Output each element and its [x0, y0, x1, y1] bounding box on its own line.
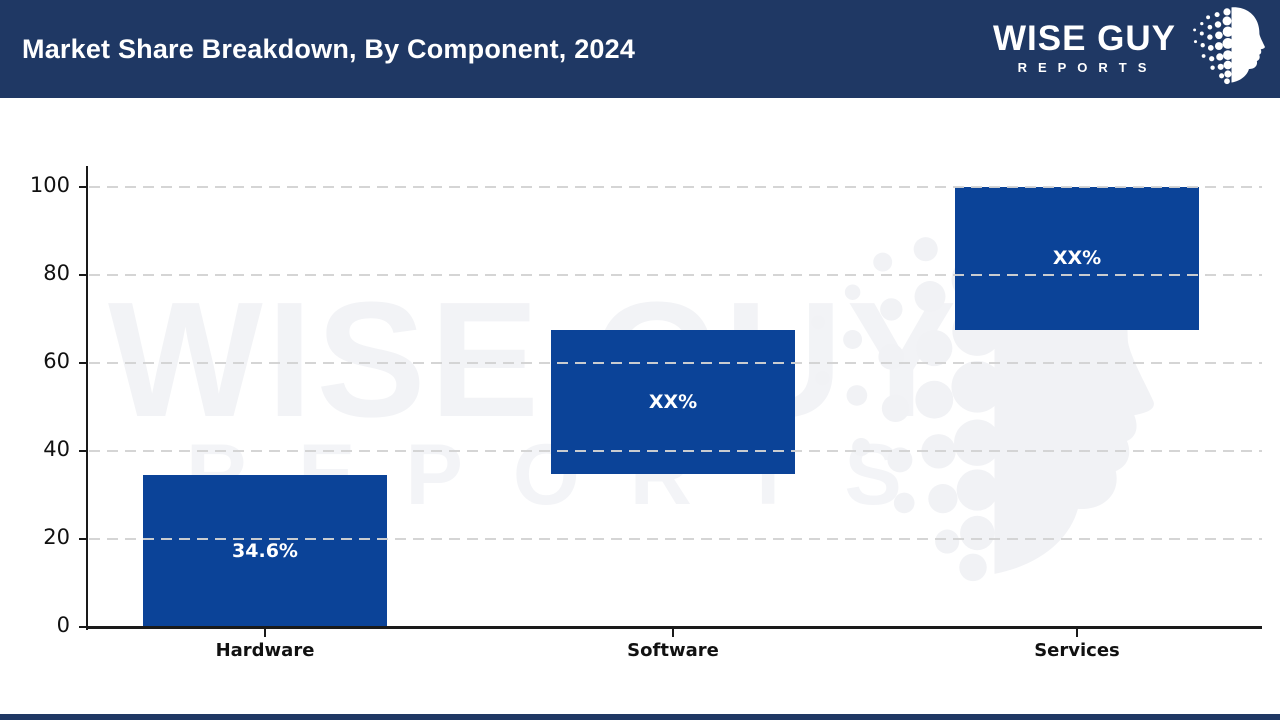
gridline-20 — [89, 538, 1262, 540]
bar-software — [551, 330, 795, 474]
y-tick-label-100: 100 — [29, 173, 70, 197]
x-tick-mark-services — [1076, 629, 1078, 637]
y-tick-label-20: 20 — [43, 525, 70, 549]
x-tick-mark-hardware — [264, 629, 266, 637]
brand-logo: WISE GUY REPORTS — [993, 4, 1272, 90]
y-axis — [86, 166, 88, 630]
bar-value-label-services: XX% — [1052, 247, 1102, 270]
y-tick-label-80: 80 — [43, 261, 70, 285]
y-tick-label-60: 60 — [43, 349, 70, 373]
brand-logo-text: WISE GUY REPORTS — [993, 19, 1176, 75]
x-tick-mark-software — [672, 629, 674, 637]
footer-bar — [0, 714, 1280, 720]
y-tick-label-40: 40 — [43, 437, 70, 461]
y-tick-mark-0 — [79, 626, 88, 628]
y-tick-mark-80 — [79, 274, 88, 276]
y-tick-mark-60 — [79, 362, 88, 364]
gridline-40 — [89, 450, 1262, 452]
gridline-100 — [89, 186, 1262, 188]
header: Market Share Breakdown, By Component, 20… — [0, 0, 1280, 98]
brand-wordmark: WISE GUY — [992, 19, 1176, 58]
gridline-80 — [89, 274, 1262, 276]
x-tick-label-hardware: Hardware — [215, 640, 315, 661]
bar-value-label-software: XX% — [648, 391, 698, 414]
gridline-60 — [89, 362, 1262, 364]
x-tick-label-services: Services — [1034, 640, 1120, 661]
brand-face-icon — [1182, 4, 1272, 90]
bar-value-label-hardware: 34.6% — [232, 539, 298, 562]
y-tick-mark-100 — [79, 186, 88, 188]
page-title: Market Share Breakdown, By Component, 20… — [22, 33, 636, 64]
y-tick-mark-20 — [79, 538, 88, 540]
y-tick-label-0: 0 — [56, 613, 70, 637]
x-tick-label-software: Software — [627, 640, 719, 661]
y-tick-mark-40 — [79, 450, 88, 452]
brand-subtitle: REPORTS — [1017, 60, 1158, 75]
bar-hardware — [143, 474, 387, 627]
x-axis — [86, 626, 1262, 629]
